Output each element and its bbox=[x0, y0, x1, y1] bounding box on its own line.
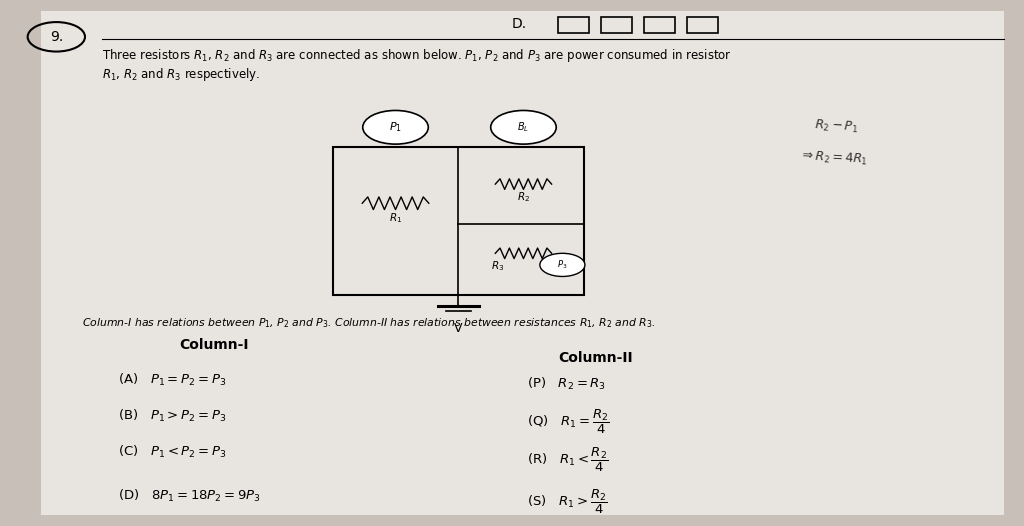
Text: (Q)   $R_1 = \dfrac{R_2}{4}$: (Q) $R_1 = \dfrac{R_2}{4}$ bbox=[527, 408, 610, 436]
Text: Three resistors $R_1$, $R_2$ and $R_3$ are connected as shown below. $P_1$, $P_2: Three resistors $R_1$, $R_2$ and $R_3$ a… bbox=[102, 47, 732, 64]
Text: $R_2 - P_1$: $R_2 - P_1$ bbox=[814, 117, 859, 135]
Text: Column-I: Column-I bbox=[179, 338, 249, 351]
Circle shape bbox=[362, 110, 428, 144]
Text: (S)   $R_1 > \dfrac{R_2}{4}$: (S) $R_1 > \dfrac{R_2}{4}$ bbox=[527, 488, 608, 516]
Text: (P)   $R_2 = R_3$: (P) $R_2 = R_3$ bbox=[527, 376, 606, 392]
Text: 9.: 9. bbox=[50, 30, 62, 44]
FancyBboxPatch shape bbox=[41, 11, 1004, 515]
Text: (A)   $P_1 = P_2 = P_3$: (A) $P_1 = P_2 = P_3$ bbox=[118, 372, 226, 388]
Text: (D)   $8P_1 = 18P_2 = 9P_3$: (D) $8P_1 = 18P_2 = 9P_3$ bbox=[118, 488, 261, 503]
Text: Column-I has relations between $P_1$, $P_2$ and $P_3$. Column-II has relations b: Column-I has relations between $P_1$, $P… bbox=[82, 317, 655, 330]
Text: $R_2$: $R_2$ bbox=[517, 190, 530, 204]
Circle shape bbox=[490, 110, 556, 144]
Text: D.: D. bbox=[512, 17, 527, 31]
Text: V: V bbox=[454, 322, 463, 335]
Text: Column-II: Column-II bbox=[558, 351, 633, 365]
Bar bbox=[333, 147, 584, 295]
Text: $B_L$: $B_L$ bbox=[517, 120, 529, 134]
Text: (R)   $R_1 < \dfrac{R_2}{4}$: (R) $R_1 < \dfrac{R_2}{4}$ bbox=[527, 446, 608, 474]
Text: $\Rightarrow R_2 = 4R_1$: $\Rightarrow R_2 = 4R_1$ bbox=[799, 148, 868, 167]
Text: $R_1$, $R_2$ and $R_3$ respectively.: $R_1$, $R_2$ and $R_3$ respectively. bbox=[102, 66, 260, 83]
Text: $R_3$: $R_3$ bbox=[492, 259, 505, 274]
Text: (C)   $P_1 < P_2 = P_3$: (C) $P_1 < P_2 = P_3$ bbox=[118, 444, 226, 460]
Text: $P_3$: $P_3$ bbox=[557, 259, 567, 271]
Text: $P_1$: $P_1$ bbox=[389, 120, 402, 134]
Text: $R_1$: $R_1$ bbox=[389, 211, 402, 225]
Circle shape bbox=[540, 254, 585, 277]
Text: (B)   $P_1 > P_2 = P_3$: (B) $P_1 > P_2 = P_3$ bbox=[118, 408, 226, 423]
